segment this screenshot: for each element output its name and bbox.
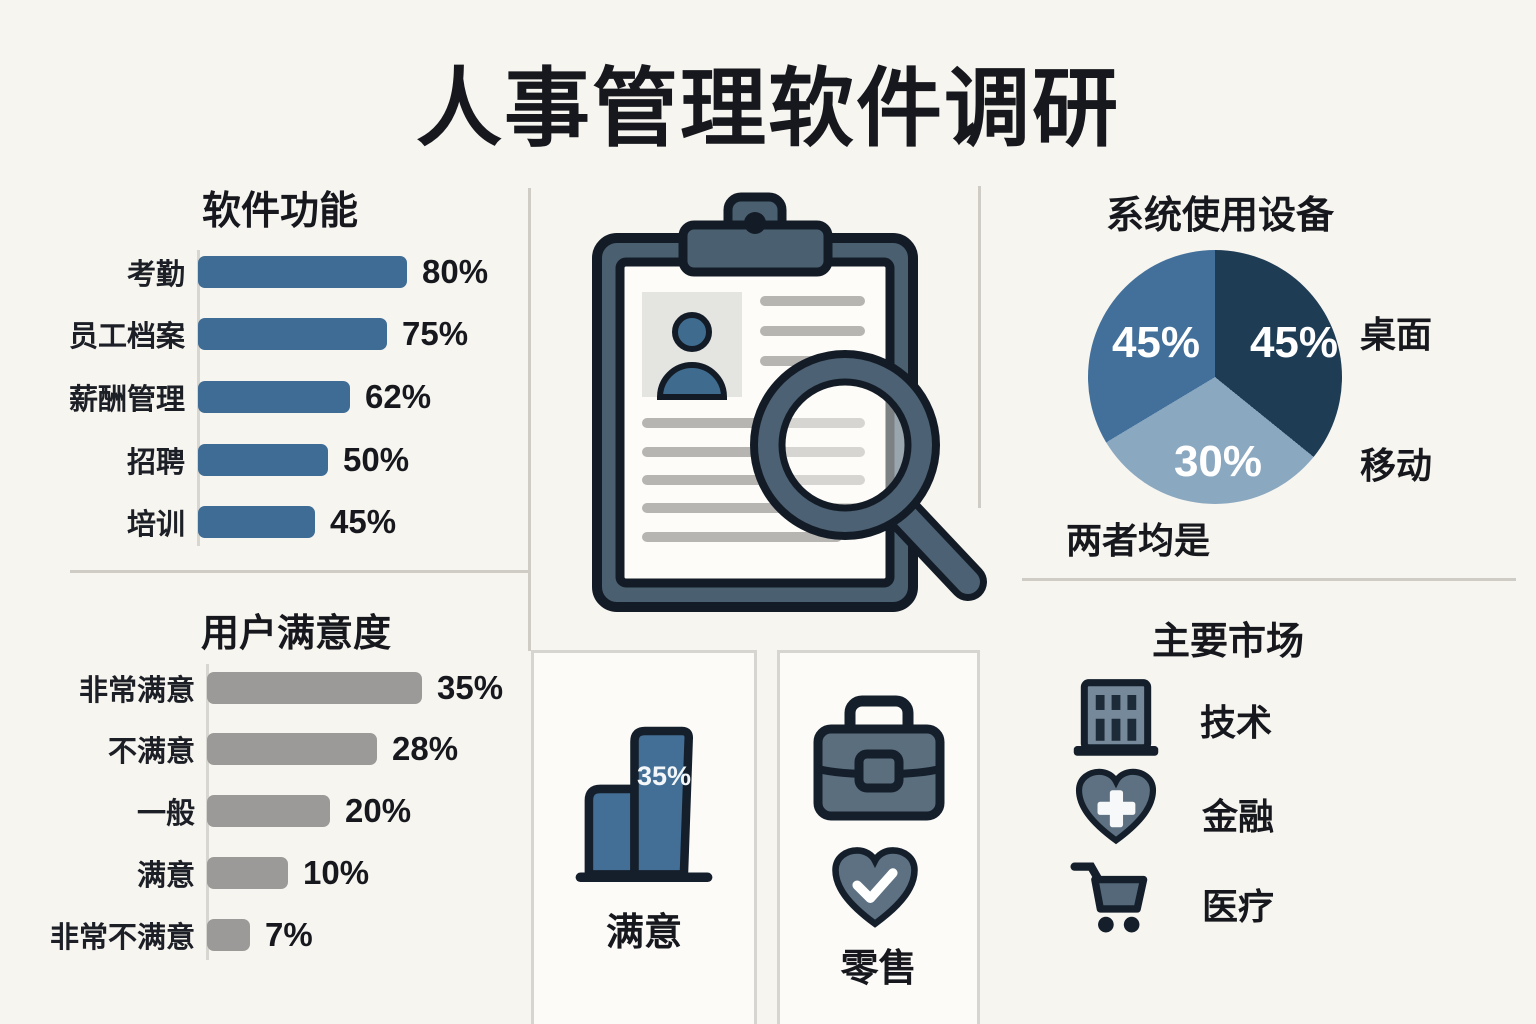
center-right-divider [978,186,981,508]
bar-value: 20% [345,792,412,829]
bar [207,795,330,827]
shopping-cart-icon [1070,862,1148,933]
center-left-divider [528,188,531,651]
bar [198,381,350,413]
bar-value: 80% [422,253,489,290]
bar-row: 一般 20% [30,792,412,830]
pie-legend-both: 两者均是 [1066,520,1211,561]
markets-title: 主要市场 [1151,621,1304,663]
bar-row: 薪酬管理 62% [55,378,432,416]
pie-slice-label: 30% [1173,437,1263,486]
bar-value: 7% [265,916,313,953]
heart-check-icon [832,847,918,928]
bar [198,506,315,538]
bar-row: 员工档案 75% [55,315,469,353]
page-title: 人事管理软件调研 [416,61,1120,157]
market-label-healthcare: 医疗 [1202,886,1275,927]
bar [198,444,328,476]
bar-label: 一般 [136,798,195,830]
bar-value: 62% [365,378,432,415]
features-chart: 考勤 80% 员工档案 75% 薪酬管理 62% 招聘 50% 培训 45% [55,253,525,546]
satisfaction-chart-title: 用户满意度 [200,613,391,655]
clip-hole [744,212,766,234]
bar-row: 考勤 80% [55,253,489,291]
bar-label: 满意 [136,860,195,892]
pie-slice-label: 45% [1249,318,1339,367]
bar-label: 非常满意 [78,675,195,707]
bar-value: 35% [437,669,504,706]
satisfaction-caption: 满意 [605,912,682,954]
briefcase-icon [813,695,945,821]
bar-row: 非常不满意 7% [30,916,313,954]
bar-row: 不满意 28% [30,730,459,768]
bar [207,919,250,951]
building-bars-icon [575,726,713,883]
market-label-tech: 技术 [1200,702,1273,743]
bar-row: 非常满意 35% [30,669,504,707]
check-glyph [852,868,898,904]
pie-legend-desktop: 桌面 [1360,314,1433,355]
bar-label: 招聘 [126,447,185,479]
heart-plus-icon [1075,768,1157,845]
market-label-finance: 金融 [1202,796,1275,837]
bar [198,256,407,288]
bar-value: 75% [402,315,469,352]
bar-label: 培训 [126,509,185,541]
devices-chart-title: 系统使用设备 [1105,195,1334,237]
bar-row: 培训 45% [55,503,397,541]
office-building-icon [1073,679,1159,756]
features-chart-title: 软件功能 [201,190,358,233]
bar [207,857,288,889]
bar [198,318,387,350]
bar-label: 不满意 [107,736,195,768]
pie-chart [1088,250,1342,504]
bar-value: 50% [343,441,410,478]
bar-row: 招聘 50% [55,441,410,479]
magnifier-icon [750,350,987,601]
bar-value: 45% [330,503,397,540]
plus-glyph [1097,790,1136,828]
retail-caption: 零售 [840,948,917,990]
bar-label: 薪酬管理 [68,384,185,416]
building-value-label: 35% [637,761,692,791]
bar-row: 满意 10% [30,854,370,892]
pie-legend-mobile: 移动 [1360,445,1433,486]
bar-label: 非常不满意 [49,922,195,954]
pie-slice-label: 45% [1111,318,1201,367]
bar [207,672,422,704]
bar [207,733,377,765]
clipboard-search-illustration [592,192,987,612]
right-section-divider [1022,578,1516,581]
satisfaction-chart: 非常满意 35% 不满意 28% 一般 20% 满意 10% 非常不满意 7% [30,669,510,962]
bar-label: 员工档案 [68,321,185,353]
bar-value: 10% [303,854,370,891]
person-icon [656,312,728,400]
bar-label: 考勤 [126,259,185,291]
bar-value: 28% [392,730,459,767]
left-section-divider [70,570,530,573]
panel-retail [777,650,980,1024]
